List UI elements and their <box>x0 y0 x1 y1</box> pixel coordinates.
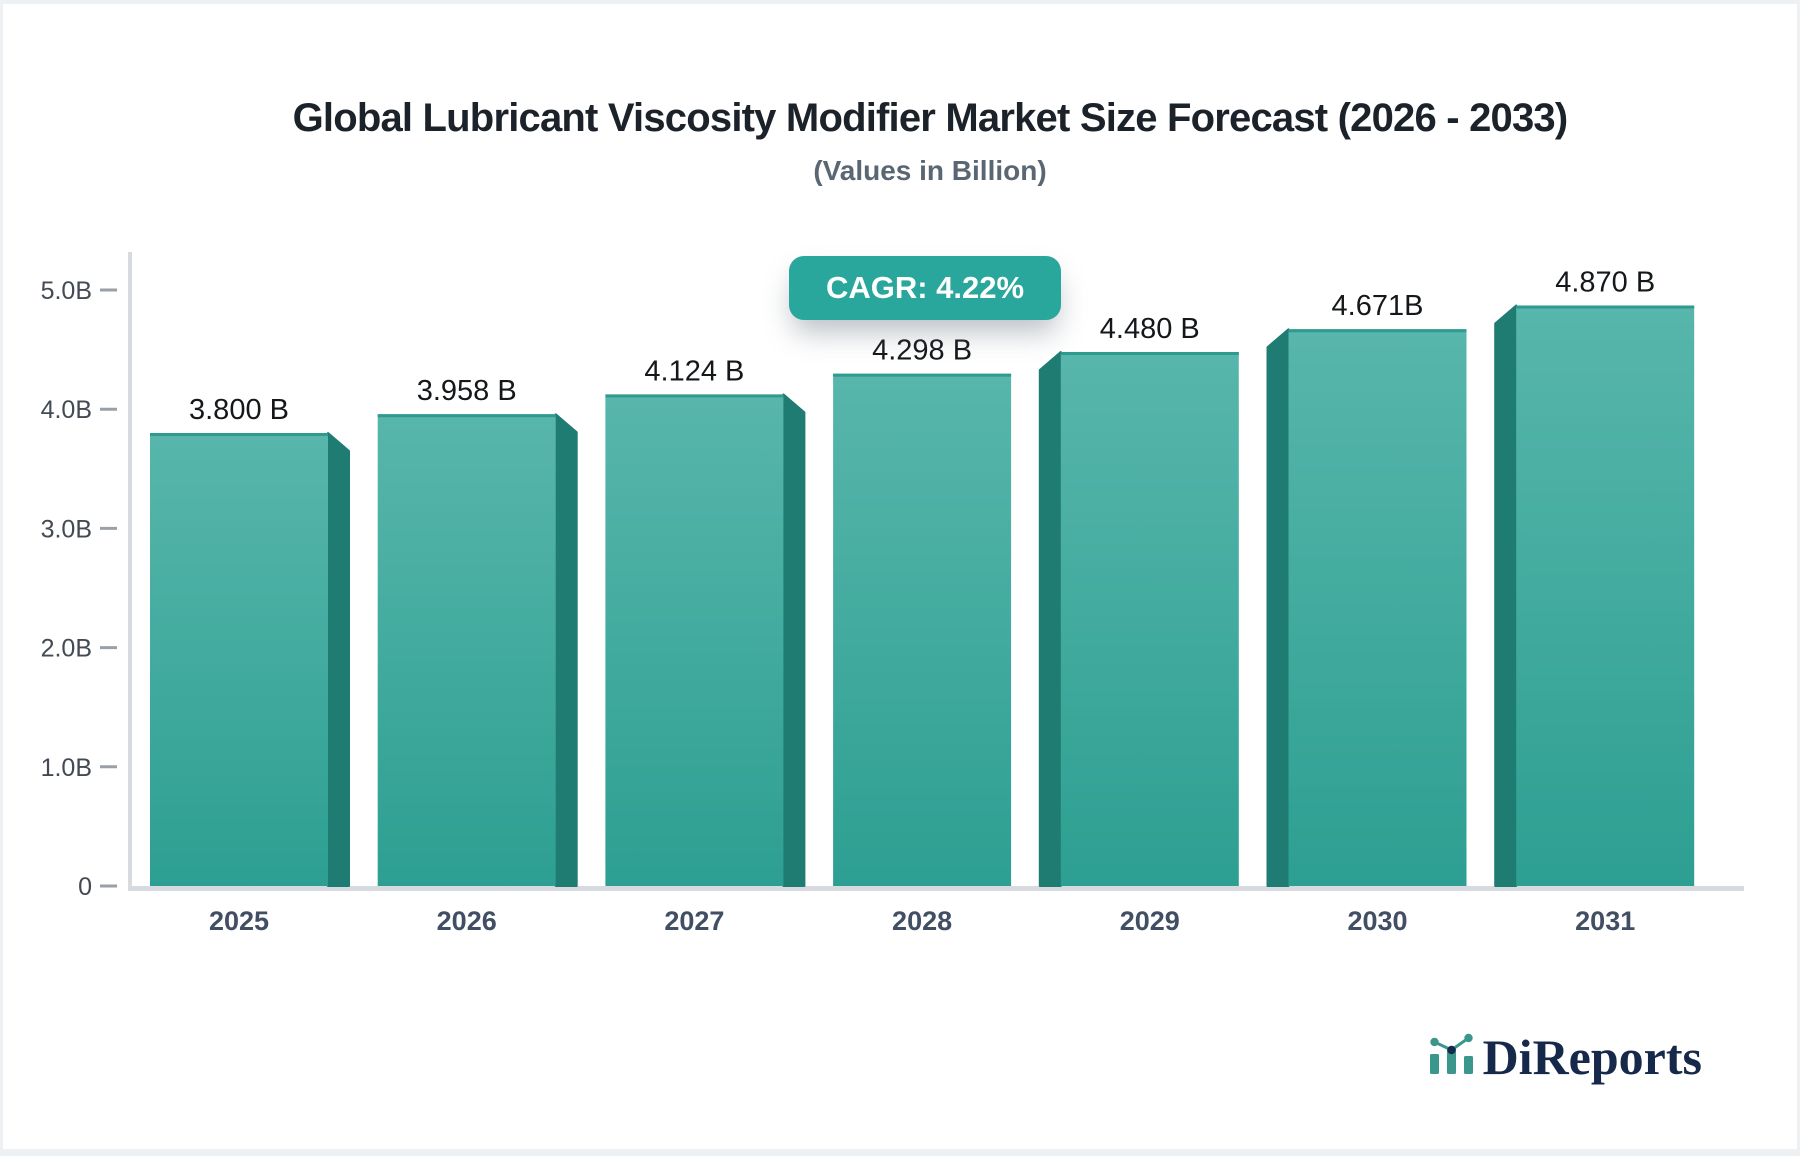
x-axis-label-2025: 2025 <box>209 906 269 936</box>
bar-side-2030 <box>1266 328 1290 887</box>
brand-logo-text: DiReports <box>1482 1029 1702 1085</box>
x-axis-label-2027: 2027 <box>664 906 724 936</box>
bar-top-edge-2026 <box>377 414 556 418</box>
bar-2031 <box>1516 305 1695 887</box>
bar-2029 <box>1060 351 1239 886</box>
bar-value-label-2025: 3.800 B <box>189 394 289 426</box>
bar-2028 <box>833 373 1012 886</box>
bar-side-2026 <box>554 413 578 887</box>
x-axis-label-2029: 2029 <box>1120 906 1180 936</box>
bar-top-edge-2028 <box>833 373 1012 377</box>
bar-value-label-2031: 4.870 B <box>1555 266 1655 298</box>
x-axis-label-2030: 2030 <box>1347 906 1407 936</box>
bar-value-label-2027: 4.124 B <box>644 355 744 387</box>
bar-side-2027 <box>782 393 806 887</box>
bar-2030 <box>1288 329 1467 886</box>
bar-side-2031 <box>1494 304 1518 887</box>
bar-top-edge-2029 <box>1060 351 1239 355</box>
chart-subtitle: (Values in Billion) <box>813 155 1047 186</box>
bar-side-2025 <box>327 432 350 887</box>
bar-top-edge-2030 <box>1288 329 1467 333</box>
x-axis-label-2028: 2028 <box>892 906 952 936</box>
bar-value-label-2026: 3.958 B <box>417 375 517 407</box>
y-axis-label: 5.0B <box>41 277 92 305</box>
bar-top-edge-2031 <box>1516 305 1695 309</box>
x-axis-label-2031: 2031 <box>1575 906 1635 936</box>
bar-2026 <box>377 414 556 886</box>
y-axis-label: 2.0B <box>41 635 92 663</box>
bar-value-label-2029: 4.480 B <box>1100 313 1200 345</box>
bar-value-label-2030: 4.671B <box>1332 290 1424 322</box>
bar-chart-logo-icon <box>1429 1033 1473 1074</box>
brand-logo: DiReports <box>1429 1029 1702 1085</box>
bar-value-label-2028: 4.298 B <box>872 335 972 367</box>
bar-2025 <box>150 433 328 886</box>
bar-top-edge-2025 <box>150 433 328 437</box>
y-axis-label: 1.0B <box>41 754 92 782</box>
y-axis-label: 0 <box>78 873 92 901</box>
cagr-badge: CAGR: 4.22% <box>789 256 1061 320</box>
chart-title: Global Lubricant Viscosity Modifier Mark… <box>292 96 1569 140</box>
bar-top-edge-2027 <box>605 394 784 398</box>
y-axis-label: 3.0B <box>41 515 92 543</box>
x-axis-label-2026: 2026 <box>437 906 497 936</box>
title-block: Global Lubricant Viscosity Modifier Mark… <box>60 0 1800 187</box>
bar-side-2029 <box>1038 350 1062 887</box>
bar-2027 <box>605 394 784 886</box>
y-axis-label: 4.0B <box>41 396 92 424</box>
